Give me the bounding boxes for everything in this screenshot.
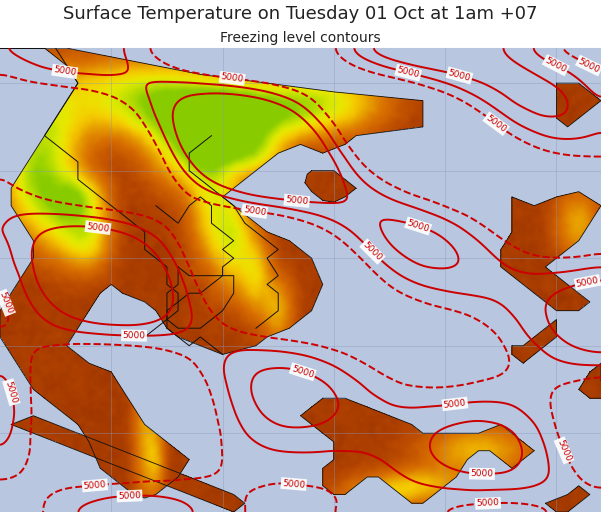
Text: 5000: 5000 (575, 275, 600, 289)
Text: 5000: 5000 (443, 398, 467, 410)
Text: 5000: 5000 (53, 66, 77, 78)
Text: 5000: 5000 (447, 68, 472, 83)
Text: 5000: 5000 (285, 195, 309, 206)
Text: 5000: 5000 (0, 290, 14, 315)
Text: 5000: 5000 (118, 491, 141, 501)
Text: 5000: 5000 (555, 438, 573, 463)
Text: 5000: 5000 (406, 218, 430, 234)
Text: 5000: 5000 (220, 72, 244, 84)
Text: 5000: 5000 (4, 380, 19, 404)
Text: 5000: 5000 (243, 205, 267, 218)
Text: 5000: 5000 (543, 56, 568, 74)
Text: 5000: 5000 (290, 364, 315, 379)
Text: 5000: 5000 (484, 113, 508, 134)
Text: 5000: 5000 (282, 479, 305, 489)
Text: 5000: 5000 (123, 331, 145, 340)
Text: 5000: 5000 (86, 222, 110, 233)
Text: 5000: 5000 (83, 480, 107, 491)
Text: Surface Temperature on Tuesday 01 Oct at 1am +07: Surface Temperature on Tuesday 01 Oct at… (63, 6, 538, 24)
Text: 5000: 5000 (396, 66, 421, 80)
Text: Freezing level contours: Freezing level contours (220, 31, 381, 45)
Text: 5000: 5000 (577, 56, 601, 75)
Text: 5000: 5000 (361, 240, 384, 263)
Text: 5000: 5000 (477, 498, 499, 508)
Text: 5000: 5000 (471, 469, 493, 479)
